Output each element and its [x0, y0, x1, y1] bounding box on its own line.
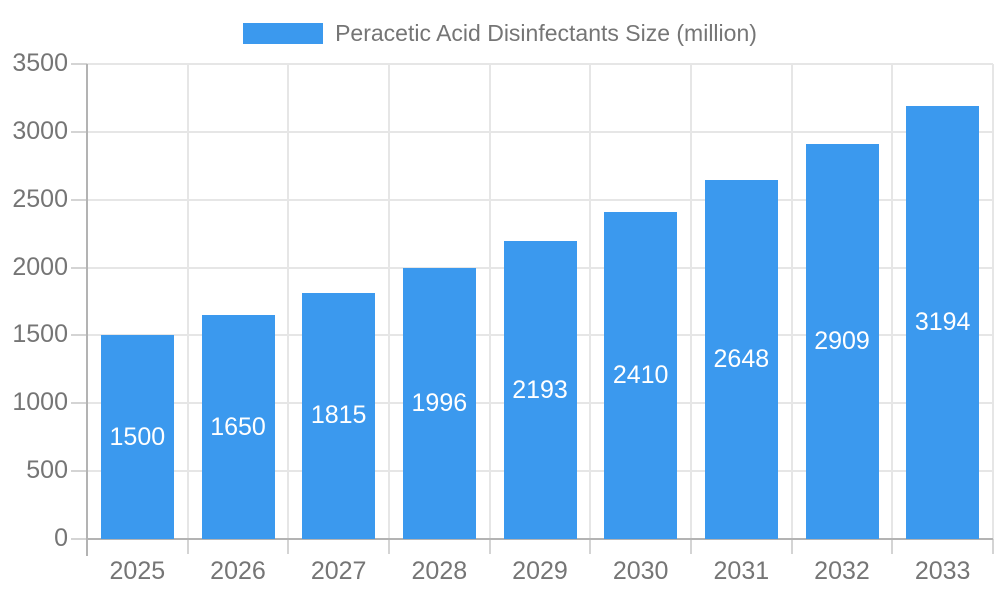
bar-2029[interactable]: 2193	[503, 241, 577, 539]
x-axis-tick	[891, 539, 894, 554]
x-axis-label: 2026	[210, 557, 266, 585]
x-axis-tick	[690, 539, 692, 554]
x-axis-label: 2025	[109, 557, 166, 585]
x-axis-label: 2033	[914, 557, 971, 585]
y-axis-tick	[71, 538, 87, 540]
y-axis-label: 1000	[12, 388, 68, 417]
bar-value-label: 1815	[310, 401, 367, 430]
gridline-vertical	[992, 64, 994, 539]
x-axis-label: 2028	[411, 557, 468, 585]
x-axis-label: 2031	[713, 557, 770, 585]
bar-value-label: 2410	[612, 360, 669, 389]
x-axis-label: 2027	[310, 557, 367, 585]
gridline-vertical	[388, 64, 390, 539]
x-axis-tick	[790, 539, 793, 554]
gridline-vertical	[891, 64, 894, 539]
y-axis-tick	[71, 266, 87, 269]
x-axis-tick	[488, 539, 491, 554]
y-axis-tick	[71, 402, 87, 405]
gridline-horizontal	[87, 198, 993, 201]
gridline-horizontal	[87, 63, 993, 65]
bar-2031[interactable]: 2648	[704, 179, 778, 539]
y-axis-label: 3500	[12, 49, 68, 77]
legend-swatch[interactable]	[243, 22, 324, 44]
x-axis-line	[87, 538, 993, 540]
gridline-vertical	[790, 64, 793, 539]
gridline-vertical	[186, 64, 189, 539]
y-axis-tick	[71, 334, 87, 337]
x-axis-label: 2030	[612, 557, 669, 585]
y-axis-label: 0	[54, 524, 68, 552]
bar-2027[interactable]: 1815	[302, 292, 376, 539]
legend-label: Peracetic Acid Disinfectants Size (milli…	[335, 19, 757, 46]
y-axis-label: 2500	[12, 184, 68, 213]
x-axis-tick	[992, 539, 994, 554]
bar-value-label: 1650	[210, 412, 266, 441]
bar-2026[interactable]: 1650	[201, 315, 275, 539]
y-axis-tick	[71, 198, 87, 201]
x-axis-label: 2032	[814, 557, 870, 585]
y-axis-label: 3000	[12, 116, 68, 145]
gridline-vertical	[287, 64, 290, 539]
bar-value-label: 1500	[109, 422, 166, 451]
legend[interactable]: Peracetic Acid Disinfectants Size (milli…	[0, 8, 1000, 58]
y-axis-tick	[71, 470, 87, 473]
x-axis-tick	[388, 539, 390, 554]
bar-2030[interactable]: 2410	[604, 211, 678, 539]
y-axis-label: 1500	[12, 320, 68, 349]
bar-2032[interactable]: 2909	[805, 144, 879, 539]
y-axis-tick	[71, 130, 87, 133]
y-axis-line	[86, 64, 88, 556]
y-axis-label: 500	[26, 456, 68, 485]
bar-2028[interactable]: 1996	[402, 268, 476, 539]
bar-value-label: 2193	[512, 375, 568, 404]
bar-value-label: 2648	[713, 344, 770, 373]
gridline-vertical	[690, 64, 692, 539]
gridline-vertical	[589, 64, 592, 539]
y-axis-tick	[71, 63, 87, 65]
x-axis-label: 2029	[512, 557, 568, 585]
y-axis-label: 2000	[12, 252, 68, 281]
bar-value-label: 2909	[814, 327, 870, 356]
bar-value-label: 3194	[914, 307, 971, 336]
gridline-vertical	[488, 64, 491, 539]
gridline-horizontal	[87, 130, 993, 133]
bar-value-label: 1996	[411, 389, 468, 418]
bar-2033[interactable]: 3194	[906, 105, 980, 539]
x-axis-tick	[589, 539, 592, 554]
x-axis-tick	[186, 539, 189, 554]
x-axis-tick	[287, 539, 290, 554]
bar-2025[interactable]: 1500	[100, 335, 174, 539]
